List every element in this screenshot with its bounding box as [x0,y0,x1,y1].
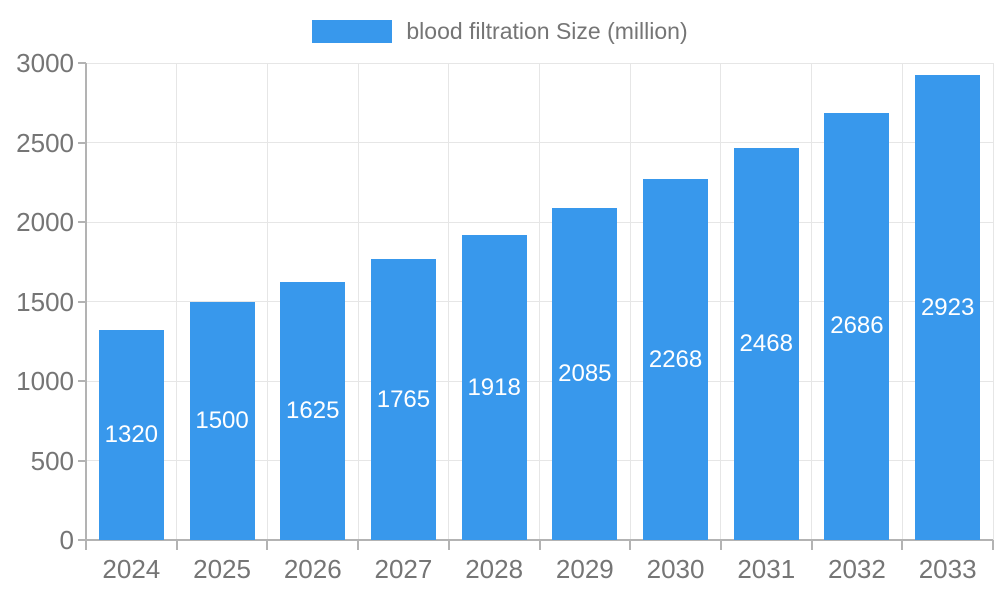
bar-value-label: 2686 [830,312,884,340]
bar-2029[interactable]: 2085 [552,208,618,540]
x-tick-label: 2029 [555,554,614,584]
bar-2030[interactable]: 2268 [643,179,709,540]
x-axis-tick [629,540,632,550]
x-axis-tick [538,540,541,550]
y-tick-label: 500 [30,445,74,476]
y-tick-label: 2500 [16,127,74,158]
x-axis-tick [992,540,994,550]
y-axis-tick [78,380,86,382]
bar-value-label: 1320 [104,421,159,449]
bar-value-label: 1625 [286,396,340,424]
y-axis-tick [78,300,86,303]
x-tick-label: 2027 [374,554,433,584]
bar-2033[interactable]: 2923 [915,75,981,540]
x-tick-label: 2025 [193,554,251,584]
x-axis-tick [175,540,178,550]
bar-value-label: 2923 [920,293,975,321]
y-axis-tick [78,62,86,64]
y-axis-line [85,63,87,540]
x-tick-label: 2032 [828,554,886,584]
bar-2025[interactable]: 1500 [189,301,255,540]
v-gridline [629,63,631,540]
bar-value-label: 1918 [467,373,521,401]
x-tick-label: 2028 [465,554,524,584]
bar-value-label: 1765 [376,385,431,413]
legend-swatch-icon [312,20,393,43]
y-tick-label: 1000 [16,366,74,396]
x-axis-line [86,539,993,541]
x-axis-tick [810,540,813,550]
y-axis-tick [78,221,86,223]
bar-2024[interactable]: 1320 [98,330,164,540]
v-gridline [357,63,359,540]
x-axis-tick [357,540,360,550]
bar-value-label: 2468 [739,329,793,357]
y-axis-tick [78,459,86,462]
x-tick-label: 2026 [283,554,342,584]
bar-value-label: 1500 [195,406,249,434]
y-axis-tick [78,141,86,144]
chart-legend[interactable]: blood filtration Size (million) [0,18,1000,45]
v-gridline [720,63,722,540]
v-gridline [539,63,540,540]
x-tick-label: 2033 [918,554,977,584]
y-axis-tick [78,539,86,541]
x-tick-label: 2030 [646,554,705,584]
bar-value-label: 2085 [558,360,612,388]
v-gridline [992,63,994,540]
bar-2026[interactable]: 1625 [280,281,346,540]
v-gridline [901,63,903,540]
x-axis-tick [266,540,269,550]
x-tick-label: 2024 [102,554,161,584]
y-tick-label: 3000 [16,48,74,78]
v-gridline [266,63,268,540]
bar-2031[interactable]: 2468 [733,147,799,540]
v-gridline [448,63,450,540]
bar-2027[interactable]: 1765 [370,259,436,540]
y-tick-label: 0 [59,525,74,555]
bar-2032[interactable]: 2686 [824,112,890,540]
bar-2028[interactable]: 1918 [461,235,527,540]
bar-value-label: 2268 [648,345,703,373]
x-axis-tick [901,540,904,550]
y-tick-label: 1500 [16,286,74,317]
legend-label: blood filtration Size (million) [406,18,688,44]
x-axis-tick [85,540,87,550]
x-axis-tick [719,540,722,550]
y-tick-label: 2000 [16,207,74,237]
v-gridline [811,63,813,540]
x-tick-label: 2031 [737,554,796,584]
v-gridline [176,63,178,540]
x-axis-tick [447,540,450,550]
